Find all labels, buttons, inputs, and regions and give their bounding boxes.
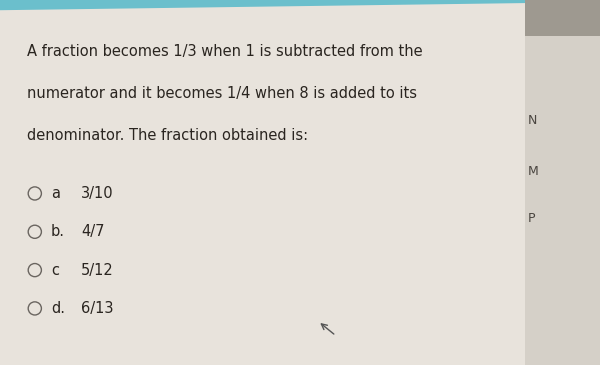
Text: P: P <box>528 212 536 226</box>
Text: d.: d. <box>51 301 65 316</box>
Text: numerator and it becomes 1/4 when 8 is added to its: numerator and it becomes 1/4 when 8 is a… <box>27 86 417 101</box>
Polygon shape <box>0 0 525 10</box>
Bar <box>525 0 600 365</box>
Bar <box>525 0 600 36</box>
Text: c: c <box>51 262 59 278</box>
Text: b.: b. <box>51 224 65 239</box>
Text: A fraction becomes 1/3 when 1 is subtracted from the: A fraction becomes 1/3 when 1 is subtrac… <box>27 44 422 59</box>
Text: 6/13: 6/13 <box>81 301 113 316</box>
Text: M: M <box>528 165 539 178</box>
Text: denominator. The fraction obtained is:: denominator. The fraction obtained is: <box>27 128 308 143</box>
Text: 5/12: 5/12 <box>81 262 114 278</box>
Text: 3/10: 3/10 <box>81 186 113 201</box>
Text: a: a <box>51 186 60 201</box>
Text: N: N <box>528 114 538 127</box>
Text: 4/7: 4/7 <box>81 224 104 239</box>
